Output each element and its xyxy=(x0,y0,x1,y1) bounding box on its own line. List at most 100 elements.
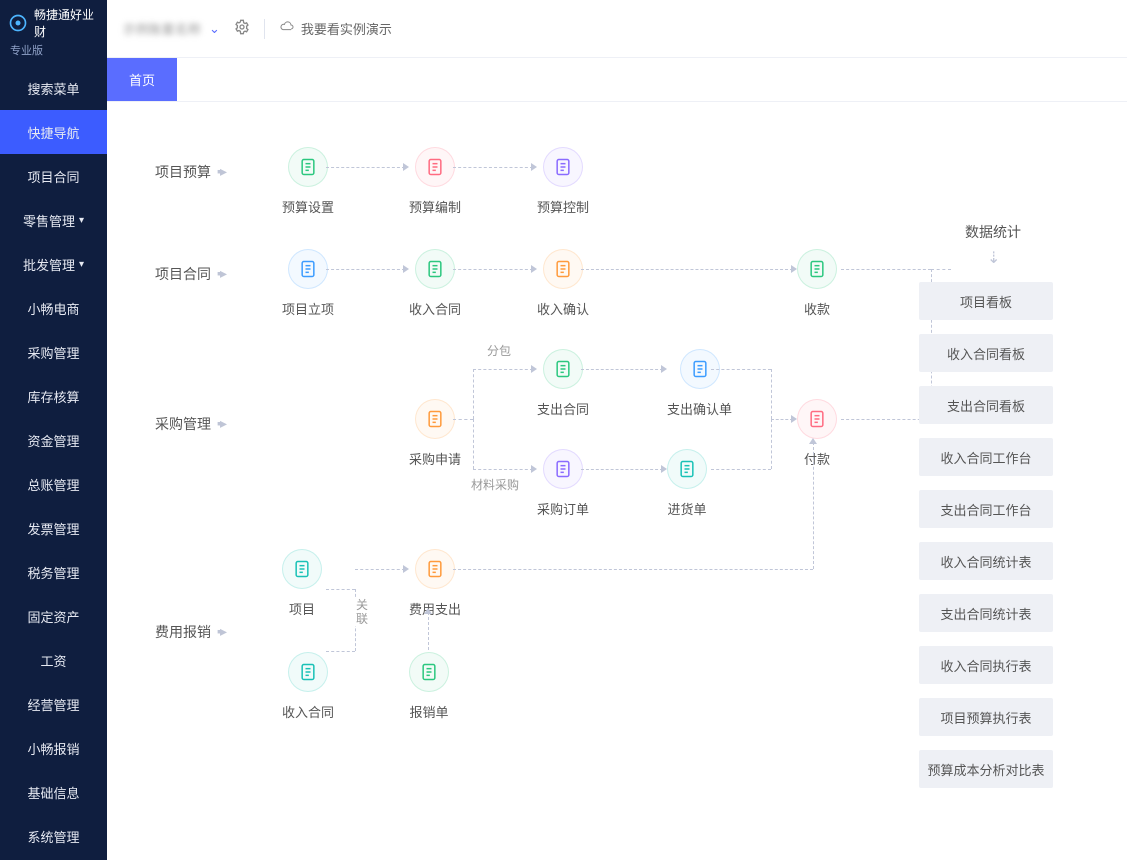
sidebar-item-8[interactable]: 资金管理 xyxy=(0,418,107,462)
flow-canvas: 项目预算▪▸项目合同▪▸采购管理▪▸费用报销▪▸预算设置预算编制预算控制项目立项… xyxy=(107,102,1127,860)
arrow-icon xyxy=(424,608,432,614)
sidebar-item-10[interactable]: 发票管理 xyxy=(0,506,107,550)
demo-label: 我要看实例演示 xyxy=(301,19,392,38)
doc-icon xyxy=(409,652,449,692)
edge xyxy=(581,369,663,370)
stat-btn-6[interactable]: 支出合同统计表 xyxy=(919,594,1053,632)
org-name: 示例账套名称 xyxy=(123,19,201,38)
chevron-down-icon: ⌄ xyxy=(209,21,220,37)
logo-icon xyxy=(8,12,28,34)
edge-label: 材料采购 xyxy=(469,476,521,493)
flow-node-receipt[interactable]: 收款 xyxy=(797,249,837,318)
doc-icon xyxy=(415,549,455,589)
flow-node-income_ack[interactable]: 收入确认 xyxy=(537,249,589,318)
flow-node-project[interactable]: 项目 xyxy=(282,549,322,618)
cloud-icon xyxy=(279,19,295,38)
doc-icon xyxy=(543,147,583,187)
doc-icon xyxy=(288,652,328,692)
stat-btn-3[interactable]: 收入合同工作台 xyxy=(919,438,1053,476)
arrow-right-icon xyxy=(531,163,537,171)
stat-btn-9[interactable]: 预算成本分析对比表 xyxy=(919,750,1053,788)
edge xyxy=(771,369,772,419)
sidebar-item-11[interactable]: 税务管理 xyxy=(0,550,107,594)
arrow-right-icon xyxy=(531,265,537,273)
tab-home[interactable]: 首页 xyxy=(107,58,177,101)
flow-node-purchase_order[interactable]: 采购订单 xyxy=(537,449,589,518)
arrow-right-icon xyxy=(403,265,409,273)
edge xyxy=(931,269,951,270)
doc-icon xyxy=(415,147,455,187)
flow-node-purchase_req[interactable]: 采购申请 xyxy=(409,399,461,468)
stat-btn-0[interactable]: 项目看板 xyxy=(919,282,1053,320)
gear-icon[interactable] xyxy=(234,19,250,38)
flow-node-fee_out[interactable]: 费用支出 xyxy=(409,549,461,618)
stat-btn-2[interactable]: 支出合同看板 xyxy=(919,386,1053,424)
edge xyxy=(326,167,405,168)
flow-node-income_ct[interactable]: 收入合同 xyxy=(409,249,461,318)
sidebar-item-15[interactable]: 小畅报销 xyxy=(0,726,107,770)
flow-node-proj_init[interactable]: 项目立项 xyxy=(282,249,334,318)
arrow-right-icon: ▪▸ xyxy=(217,163,225,180)
stat-btn-7[interactable]: 收入合同执行表 xyxy=(919,646,1053,684)
arrow-down-icon: ⇣ xyxy=(987,248,1000,268)
sidebar-item-6[interactable]: 采购管理 xyxy=(0,330,107,374)
sidebar-item-12[interactable]: 固定资产 xyxy=(0,594,107,638)
sidebar-item-0[interactable]: 搜索菜单 xyxy=(0,66,107,110)
flow-node-expend_ack[interactable]: 支出确认单 xyxy=(667,349,732,418)
doc-icon xyxy=(288,249,328,289)
edge xyxy=(355,569,405,570)
edge xyxy=(711,469,771,470)
sidebar-item-13[interactable]: 工资 xyxy=(0,638,107,682)
sidebar-item-3[interactable]: 零售管理▾ xyxy=(0,198,107,242)
chevron-down-icon: ▾ xyxy=(79,259,84,270)
stats-title: 数据统计 xyxy=(965,222,1021,242)
doc-icon xyxy=(415,399,455,439)
sidebar-item-16[interactable]: 基础信息 xyxy=(0,770,107,814)
flow-node-expend_ct[interactable]: 支出合同 xyxy=(537,349,589,418)
edge xyxy=(326,651,355,652)
flow-node-goods_in[interactable]: 进货单 xyxy=(667,449,707,518)
sidebar-item-5[interactable]: 小畅电商 xyxy=(0,286,107,330)
doc-icon xyxy=(543,349,583,389)
arrow-right-icon xyxy=(791,265,797,273)
flow-node-budget_ctrl[interactable]: 预算控制 xyxy=(537,147,589,216)
flow-node-reimburse[interactable]: 报销单 xyxy=(409,652,449,721)
sidebar: 畅捷通好业财 专业版 搜索菜单快捷导航项目合同零售管理▾批发管理▾小畅电商采购管… xyxy=(0,0,107,860)
sidebar-item-9[interactable]: 总账管理 xyxy=(0,462,107,506)
flow-node-budget_set[interactable]: 预算设置 xyxy=(282,147,334,216)
demo-link[interactable]: 我要看实例演示 xyxy=(279,19,392,38)
section-label: 费用报销 xyxy=(155,622,211,642)
sidebar-item-1[interactable]: 快捷导航 xyxy=(0,110,107,154)
flow-node-payment[interactable]: 付款 xyxy=(797,399,837,468)
tabs: 首页 xyxy=(107,58,1127,102)
org-selector[interactable]: 示例账套名称 ⌄ xyxy=(123,19,220,38)
edge-label: 分包 xyxy=(485,342,513,359)
sidebar-item-4[interactable]: 批发管理▾ xyxy=(0,242,107,286)
sidebar-item-2[interactable]: 项目合同 xyxy=(0,154,107,198)
doc-icon xyxy=(288,147,328,187)
arrow-icon xyxy=(809,438,817,444)
arrow-right-icon xyxy=(661,365,667,373)
edge xyxy=(453,569,813,570)
section-label: 采购管理 xyxy=(155,414,211,434)
sidebar-item-7[interactable]: 库存核算 xyxy=(0,374,107,418)
section-label: 项目合同 xyxy=(155,264,211,284)
doc-icon xyxy=(415,249,455,289)
edge xyxy=(473,369,474,419)
stat-btn-8[interactable]: 项目预算执行表 xyxy=(919,698,1053,736)
stat-btn-5[interactable]: 收入合同统计表 xyxy=(919,542,1053,580)
sidebar-item-17[interactable]: 系统管理 xyxy=(0,814,107,858)
flow-node-income_ct2[interactable]: 收入合同 xyxy=(282,652,334,721)
stat-btn-4[interactable]: 支出合同工作台 xyxy=(919,490,1053,528)
arrow-right-icon: ▪▸ xyxy=(217,265,225,282)
stat-btn-1[interactable]: 收入合同看板 xyxy=(919,334,1053,372)
flow-node-budget_edit[interactable]: 预算编制 xyxy=(409,147,461,216)
doc-icon xyxy=(797,399,837,439)
doc-icon xyxy=(667,449,707,489)
edge xyxy=(453,167,533,168)
edge xyxy=(326,269,405,270)
arrow-right-icon xyxy=(403,163,409,171)
brand-logo: 畅捷通好业财 xyxy=(0,0,107,42)
sidebar-item-14[interactable]: 经营管理 xyxy=(0,682,107,726)
section-label: 项目预算 xyxy=(155,162,211,182)
